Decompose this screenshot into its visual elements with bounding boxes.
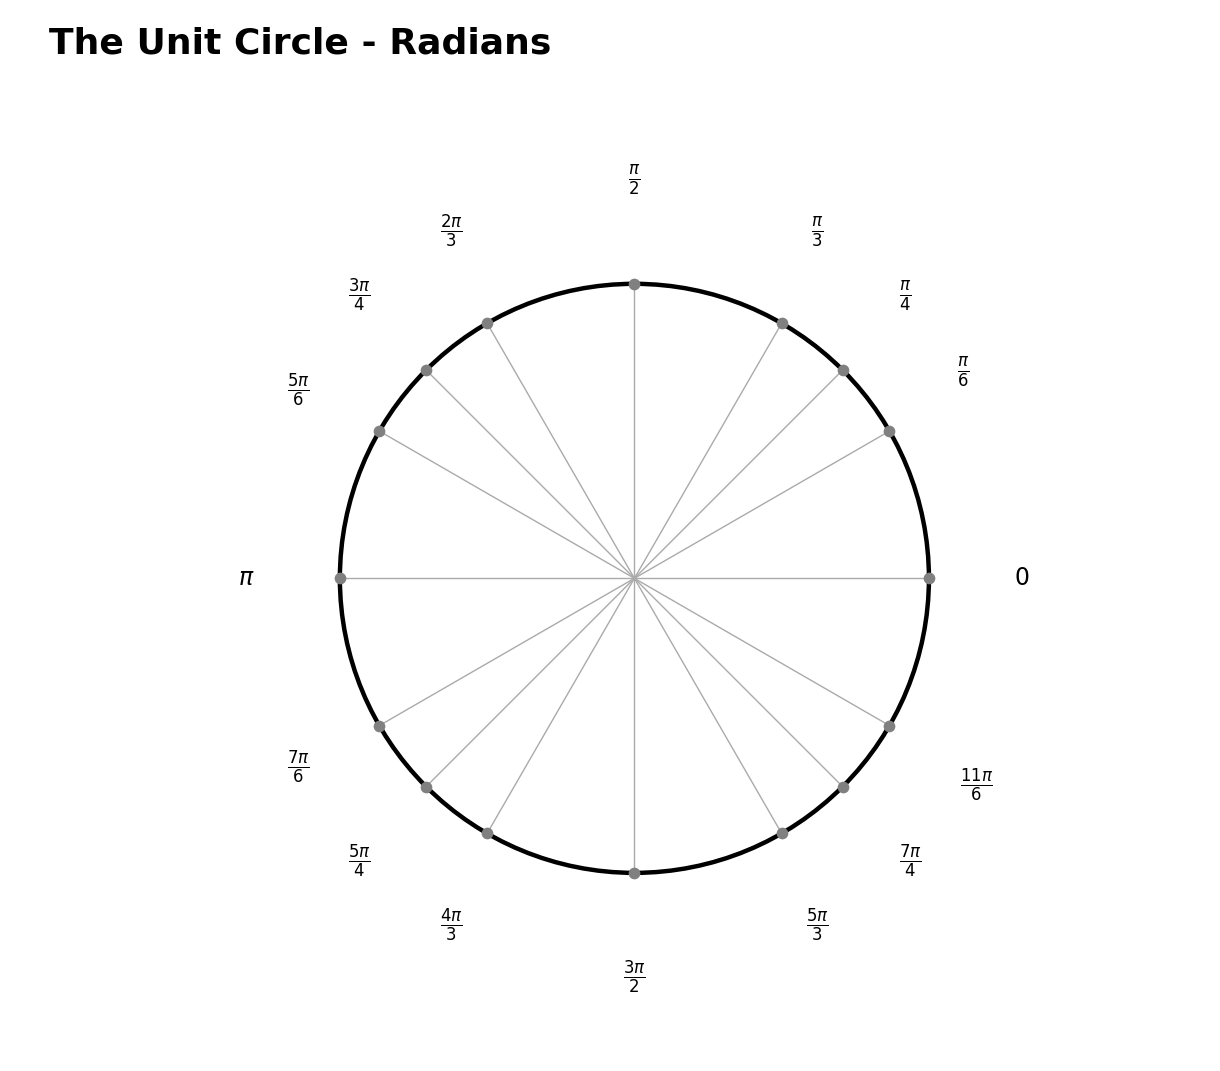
Text: $\frac{11\pi}{6}$: $\frac{11\pi}{6}$ — [959, 767, 993, 804]
Text: $\frac{3\pi}{4}$: $\frac{3\pi}{4}$ — [348, 276, 370, 314]
Point — [477, 315, 497, 332]
Point — [370, 422, 389, 439]
Text: $\frac{5\pi}{3}$: $\frac{5\pi}{3}$ — [805, 906, 828, 944]
Point — [416, 362, 436, 379]
Point — [416, 778, 436, 795]
Text: $\frac{7\pi}{4}$: $\frac{7\pi}{4}$ — [899, 843, 921, 880]
Text: $\frac{\pi}{4}$: $\frac{\pi}{4}$ — [899, 280, 911, 314]
Text: $\frac{\pi}{6}$: $\frac{\pi}{6}$ — [956, 356, 969, 390]
Point — [331, 570, 350, 587]
Text: $\frac{5\pi}{4}$: $\frac{5\pi}{4}$ — [348, 843, 370, 880]
Text: $\frac{2\pi}{3}$: $\frac{2\pi}{3}$ — [440, 213, 464, 251]
Point — [477, 825, 497, 842]
Point — [833, 362, 853, 379]
Text: $\pi$: $\pi$ — [238, 567, 255, 590]
Point — [772, 825, 792, 842]
Text: $\frac{3\pi}{2}$: $\frac{3\pi}{2}$ — [623, 959, 645, 996]
Point — [772, 315, 792, 332]
Point — [880, 422, 899, 439]
Text: $\frac{5\pi}{6}$: $\frac{5\pi}{6}$ — [287, 372, 310, 408]
Point — [880, 718, 899, 735]
Point — [625, 275, 644, 292]
Text: $0$: $0$ — [1014, 567, 1030, 590]
Text: The Unit Circle - Radians: The Unit Circle - Radians — [49, 27, 551, 61]
Text: $\frac{4\pi}{3}$: $\frac{4\pi}{3}$ — [440, 906, 464, 944]
Point — [833, 778, 853, 795]
Text: $\frac{\pi}{3}$: $\frac{\pi}{3}$ — [811, 216, 824, 251]
Point — [370, 718, 389, 735]
Text: $\frac{7\pi}{6}$: $\frac{7\pi}{6}$ — [287, 749, 310, 785]
Text: $\frac{\pi}{2}$: $\frac{\pi}{2}$ — [628, 164, 641, 198]
Point — [625, 864, 644, 881]
Point — [919, 570, 938, 587]
